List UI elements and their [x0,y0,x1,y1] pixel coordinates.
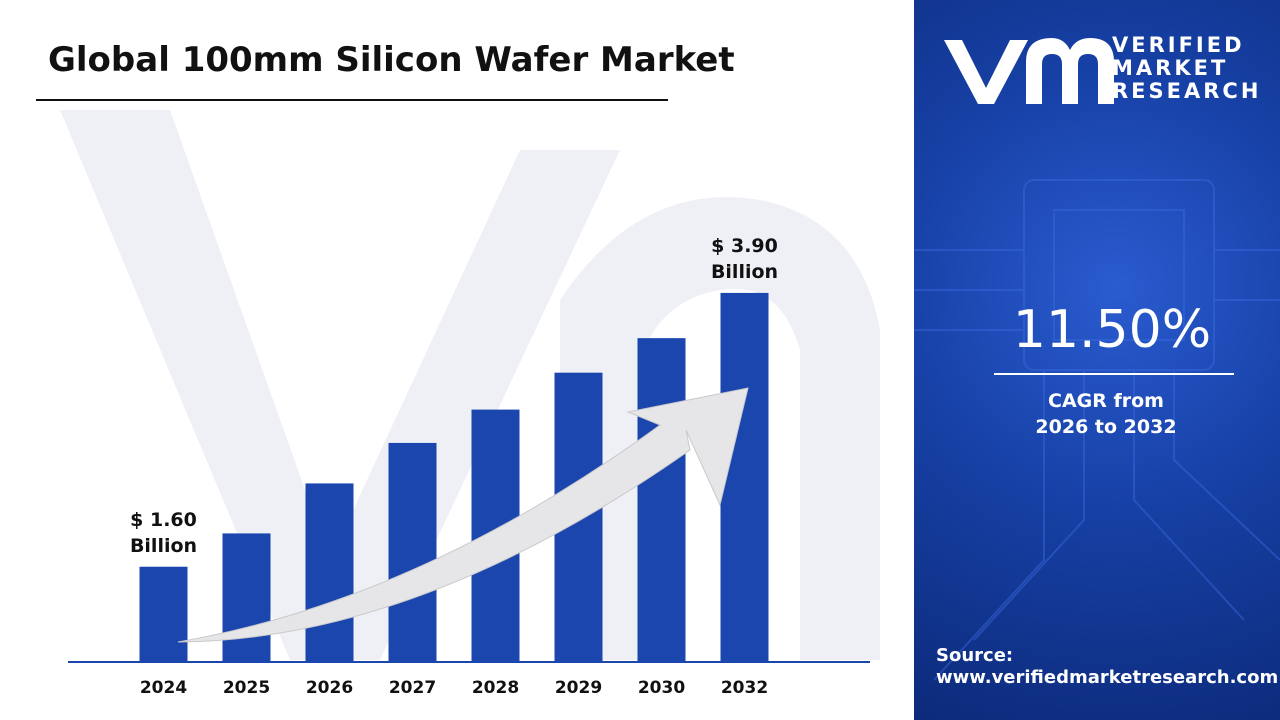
bar [388,442,437,662]
x-tick-label: 2032 [721,678,768,698]
source-url: www.verifiedmarketresearch.com [936,667,1279,688]
logo-v [944,40,1028,104]
x-tick-label: 2024 [140,678,187,698]
x-tick-label: 2030 [638,678,685,698]
x-tick-label: 2028 [472,678,519,698]
chart-title: Global 100mm Silicon Wafer Market [48,40,735,80]
cagr-value: 11.50% [1012,300,1212,360]
x-tick-label: 2026 [306,678,353,698]
growth-arrow [177,387,749,643]
value-label: $ 1.60 Billion [129,508,198,557]
x-tick-label: 2025 [223,678,270,698]
value-label: $ 3.90 Billion [710,234,779,283]
cagr-label: CAGR from 2026 to 2032 [1035,390,1177,438]
x-tick-label: 2027 [389,678,436,698]
bar [720,292,769,662]
bar [305,483,354,662]
source-label: Source: [936,645,1014,666]
bar [139,566,188,662]
brand-name: VERIFIED MARKET RESEARCH [1112,33,1262,103]
source: Source: www.verifiedmarketresearch.com [936,645,1278,689]
bar [637,338,686,662]
bar [222,533,271,662]
logo-m [1026,38,1114,104]
chart: 2024 2025 2026 2027 2028 2029 2030 2032 [36,99,880,698]
x-tick-label: 2029 [555,678,602,698]
panel-art [914,38,1280,681]
side-panel: VERIFIED MARKET RESEARCH 11.50% CAGR fro… [914,0,1280,720]
watermark [60,110,620,660]
